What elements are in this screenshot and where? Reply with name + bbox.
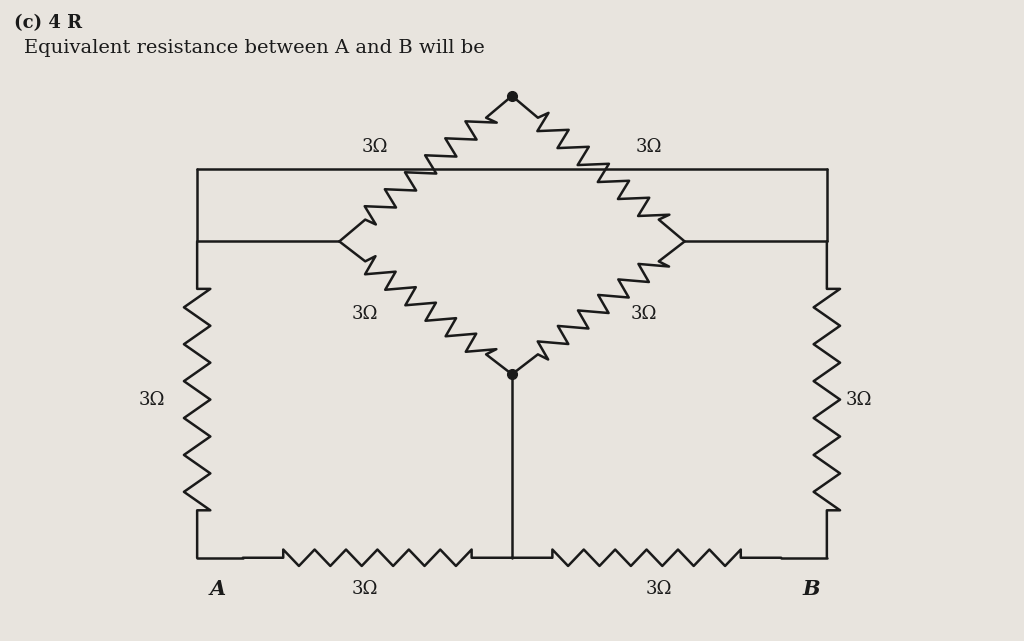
Text: 3Ω: 3Ω (361, 138, 388, 156)
Text: A: A (209, 579, 225, 599)
Text: B: B (803, 579, 820, 599)
Text: (c) 4 R: (c) 4 R (14, 13, 83, 31)
Text: 3Ω: 3Ω (646, 580, 673, 599)
Text: 3Ω: 3Ω (636, 138, 663, 156)
Text: 3Ω: 3Ω (351, 305, 378, 323)
Text: 3Ω: 3Ω (138, 390, 165, 408)
Text: 3Ω: 3Ω (846, 390, 872, 408)
Text: 3Ω: 3Ω (631, 305, 657, 323)
Text: Equivalent resistance between A and B will be: Equivalent resistance between A and B wi… (25, 39, 485, 57)
Text: 3Ω: 3Ω (351, 580, 378, 599)
